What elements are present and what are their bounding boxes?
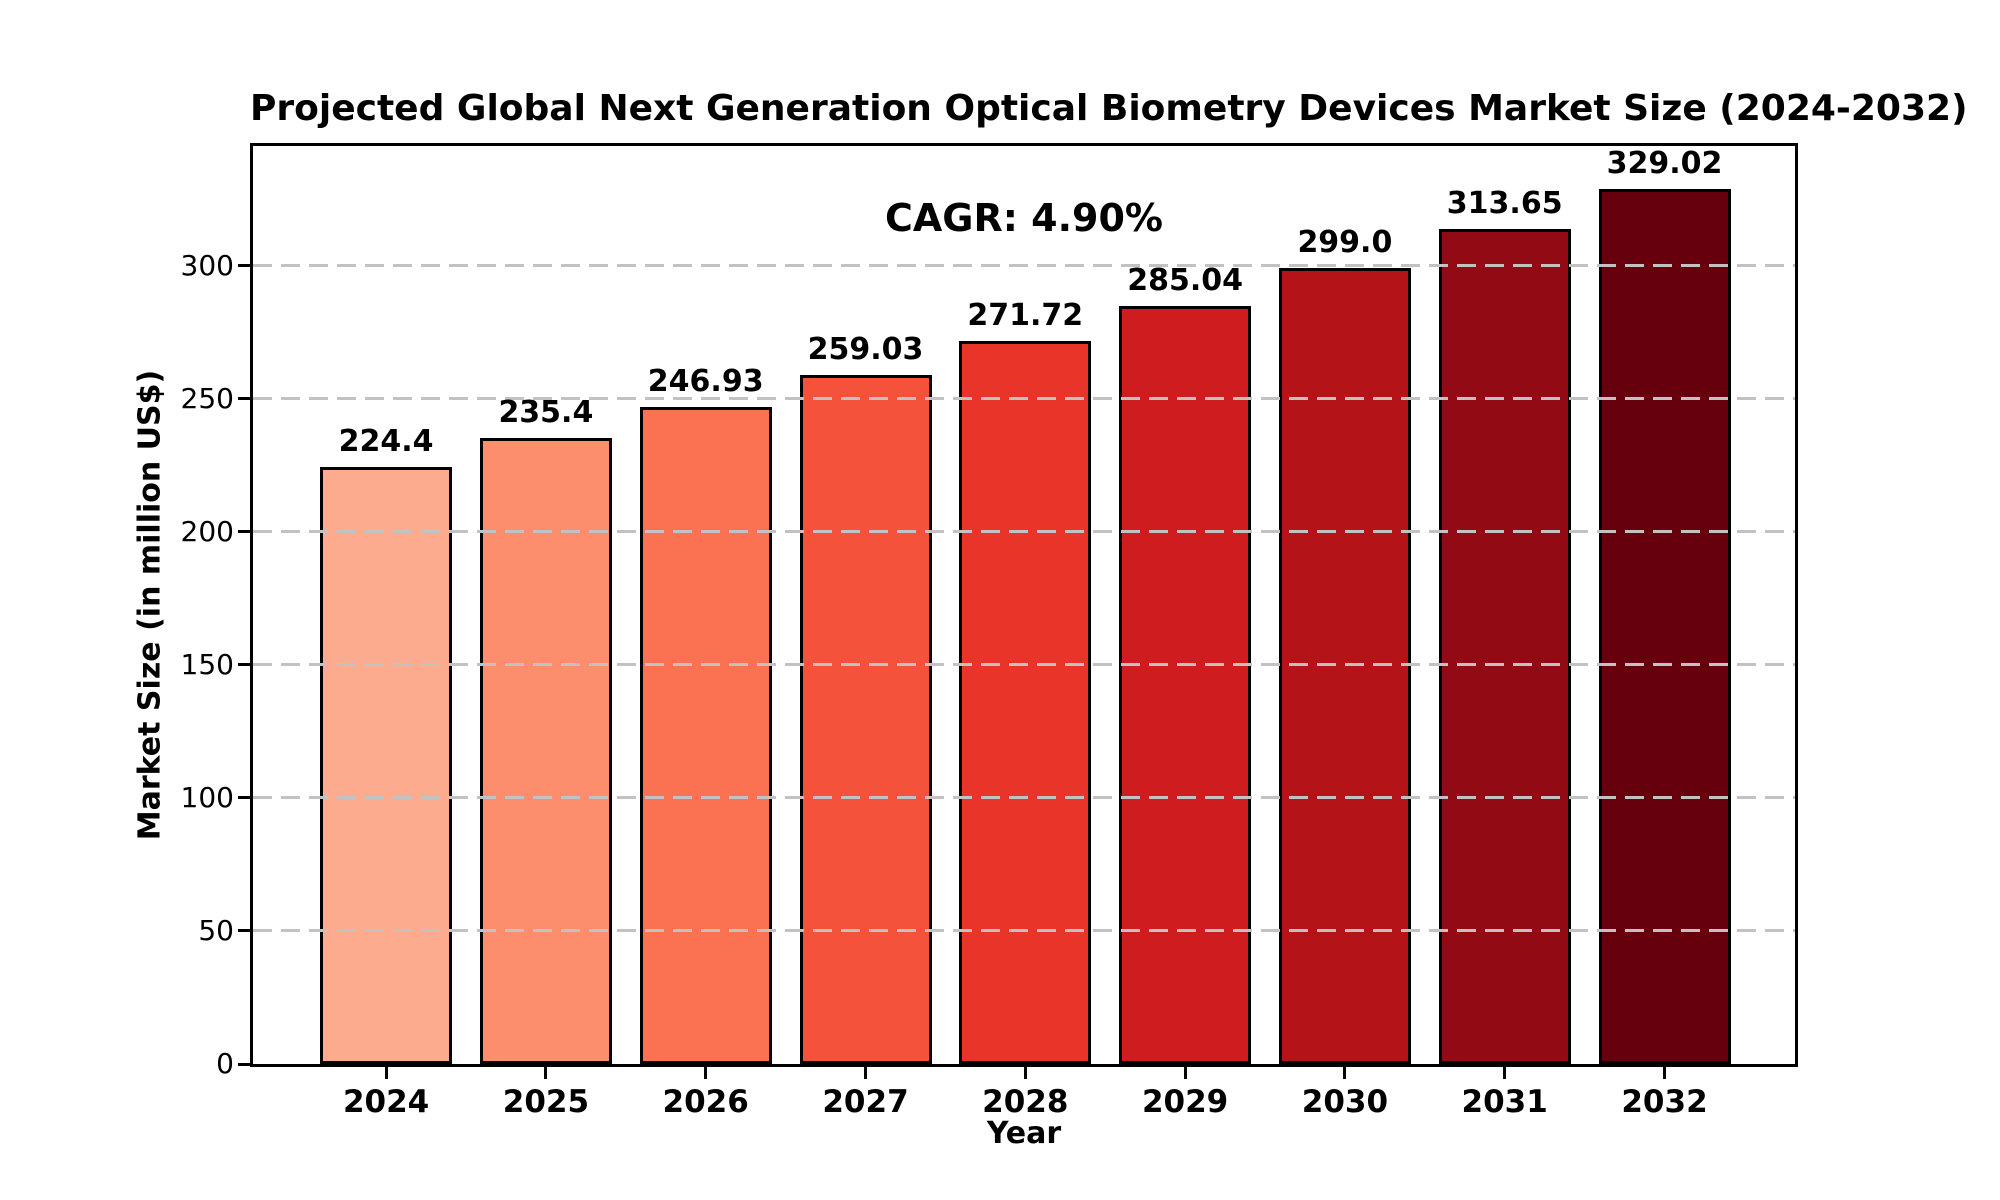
x-tick-mark-2032: [1663, 1067, 1666, 1079]
bar-2028: [959, 341, 1092, 1064]
x-tick-label-2032: 2032: [1621, 1084, 1708, 1120]
bar-2032: [1598, 188, 1731, 1064]
x-tick-mark-2026: [704, 1067, 708, 1079]
bar-2024: [320, 466, 453, 1064]
plot-area: 224.4 235.4 246.93 259.03 271.72 285.04 299.0 3…: [250, 143, 1798, 1067]
x-tick-label-2027: 2027: [822, 1084, 909, 1120]
y-tick-label-200: 200: [180, 514, 234, 548]
x-tick-label-2024: 2024: [342, 1084, 430, 1120]
bar-2029: [1119, 305, 1252, 1064]
x-tick-mark-2025: [544, 1067, 548, 1079]
y-tick-mark-0: [238, 1062, 250, 1066]
gridline-y-50: [253, 929, 1795, 933]
x-tick-mark-2031: [1503, 1067, 1507, 1079]
bar-value-label-2028: 271.72: [967, 298, 1084, 333]
bar-2027: [799, 374, 932, 1064]
bar-value-label-2030: 299.0: [1297, 225, 1393, 261]
x-tick-label-2029: 2029: [1141, 1084, 1229, 1120]
x-tick-mark-2029: [1183, 1067, 1187, 1079]
y-axis-label: Market Size (in million US$): [132, 369, 168, 841]
y-tick-mark-50: [238, 929, 250, 933]
x-tick-label-2025: 2025: [502, 1084, 590, 1120]
y-tick-label-250: 250: [180, 381, 234, 415]
bar-2031: [1438, 229, 1571, 1064]
y-tick-mark-200: [238, 530, 250, 534]
y-tick-mark-100: [238, 796, 250, 800]
bar-2025: [479, 437, 612, 1064]
bar-value-label-2027: 259.03: [807, 331, 924, 367]
x-tick-mark-2027: [864, 1067, 867, 1079]
y-tick-label-100: 100: [180, 780, 234, 814]
x-tick-label-2028: 2028: [982, 1084, 1069, 1120]
x-axis-label: Year: [986, 1116, 1062, 1151]
y-tick-label-300: 300: [180, 248, 234, 282]
gridline-y-250: [253, 397, 1795, 401]
bar-value-label-2029: 285.04: [1127, 262, 1243, 298]
x-tick-label-2031: 2031: [1461, 1084, 1548, 1120]
y-tick-mark-250: [238, 397, 250, 401]
y-tick-mark-150: [238, 663, 250, 667]
x-tick-label-2026: 2026: [662, 1084, 749, 1120]
x-tick-mark-2024: [384, 1067, 388, 1079]
chart-title: Projected Global Next Generation Optical…: [250, 88, 1968, 129]
y-tick-mark-300: [238, 264, 250, 268]
bar-value-label-2032: 329.02: [1606, 145, 1723, 181]
y-tick-label-50: 50: [198, 913, 234, 947]
bar-value-label-2025: 235.4: [498, 394, 594, 430]
x-tick-label-2030: 2030: [1301, 1084, 1389, 1120]
gridline-y-300: [253, 264, 1795, 268]
y-tick-label-150: 150: [180, 647, 234, 681]
x-tick-mark-2030: [1343, 1067, 1347, 1079]
gridline-y-150: [253, 663, 1795, 667]
gridline-y-100: [253, 796, 1795, 800]
gridline-y-200: [253, 530, 1795, 534]
bar-value-label-2026: 246.93: [647, 363, 764, 399]
bar-value-label-2031: 313.65: [1446, 186, 1563, 222]
cagr-annotation: CAGR: 4.90%: [884, 196, 1163, 240]
x-tick-mark-2028: [1023, 1067, 1027, 1079]
bar-2026: [639, 406, 772, 1064]
y-tick-label-0: 0: [216, 1047, 234, 1080]
bar-value-label-2024: 224.4: [338, 423, 434, 459]
